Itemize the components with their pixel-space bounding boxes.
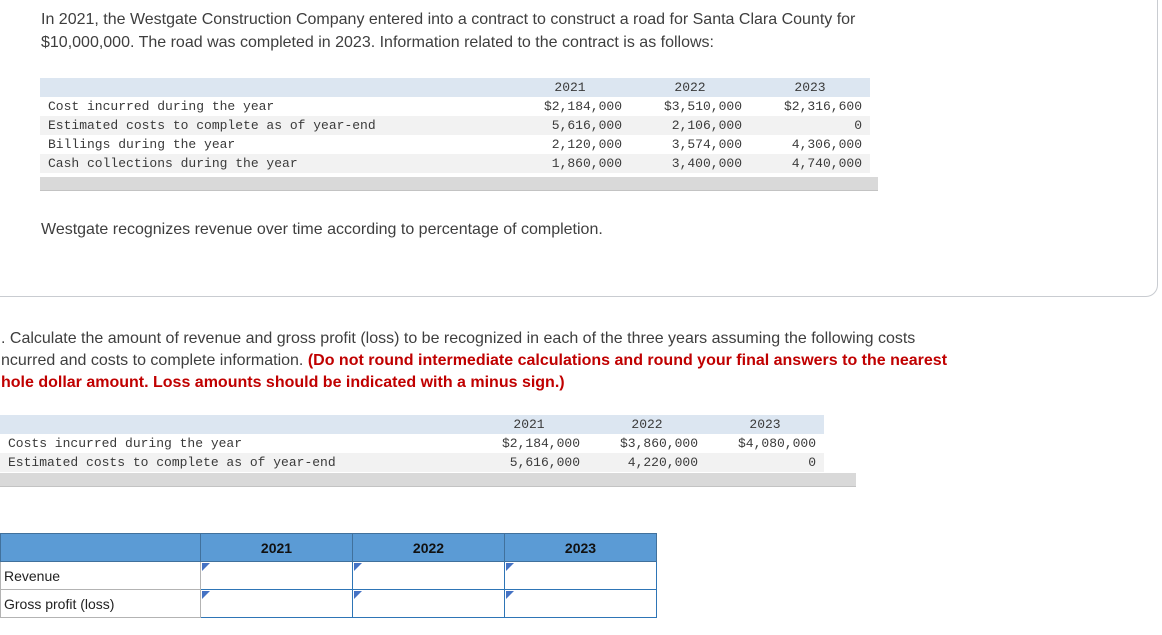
value-cell: 2,106,000 (671, 118, 742, 133)
cell-marker-icon (506, 591, 514, 599)
table-scrollbar[interactable] (0, 473, 856, 487)
question-line3: hole dollar amount. Loss amounts should … (1, 372, 947, 394)
value-cell: $2,184,000 (543, 99, 622, 114)
value-cell: $3,860,000 (619, 436, 698, 451)
value-cell: $3,510,000 (663, 99, 742, 114)
costs-info-table: 2021 2022 2023 Costs incurred during the… (0, 415, 824, 472)
value-cell: $2,184,000 (501, 436, 580, 451)
cell-marker-icon (202, 591, 210, 599)
question-line2: ncurred and costs to complete informatio… (1, 350, 947, 372)
cell-marker-icon (506, 563, 514, 571)
year-header-2021: 2021 (510, 78, 630, 97)
table-row: Costs incurred during the year $2,184,00… (0, 434, 824, 453)
answer-row-gross-profit: Gross profit (loss) (0, 589, 657, 618)
contract-info-table: 2021 2022 2023 Cost incurred during the … (40, 78, 870, 173)
question-text-normal: ncurred and costs to complete informatio… (1, 352, 308, 369)
value-cell: 0 (854, 118, 862, 133)
row-label: Cash collections during the year (48, 156, 298, 171)
value-cell: 4,740,000 (791, 156, 862, 171)
row-label: Cost incurred during the year (48, 99, 275, 114)
value-cell: 3,574,000 (671, 137, 742, 152)
question-text: . Calculate the amount of revenue and gr… (1, 328, 947, 394)
answer-cell[interactable] (352, 589, 505, 618)
value-cell: 1,860,000 (551, 156, 622, 171)
problem-statement-line1: In 2021, the Westgate Construction Compa… (41, 11, 856, 28)
empty-header-cell (40, 78, 510, 97)
question-text-emphasis: hole dollar amount. Loss amounts should … (1, 374, 565, 391)
contract-table-header-row: 2021 2022 2023 (40, 78, 870, 97)
question-line1: . Calculate the amount of revenue and gr… (1, 328, 947, 350)
value-cell: 0 (808, 455, 816, 470)
answer-cell[interactable] (200, 589, 353, 618)
gross-profit-2023-input[interactable] (505, 590, 656, 617)
cell-marker-icon (354, 563, 362, 571)
year-header-2022: 2022 (588, 415, 706, 434)
table-row: Cash collections during the year 1,860,0… (40, 154, 870, 173)
costs-table-header-row: 2021 2022 2023 (0, 415, 824, 434)
cell-marker-icon (202, 563, 210, 571)
table-scrollbar[interactable] (40, 177, 878, 191)
row-label: Estimated costs to complete as of year-e… (8, 455, 336, 470)
answer-header-row: 2021 2022 2023 (0, 533, 657, 562)
revenue-2021-input[interactable] (201, 562, 352, 589)
gross-profit-2021-input[interactable] (201, 590, 352, 617)
cell-marker-icon (354, 591, 362, 599)
year-header-2022: 2022 (630, 78, 750, 97)
problem-panel (0, 0, 1158, 297)
value-cell: 5,616,000 (509, 455, 580, 470)
revenue-2023-input[interactable] (505, 562, 656, 589)
row-label: Costs incurred during the year (8, 436, 243, 451)
value-cell: 4,306,000 (791, 137, 862, 152)
answer-header-corner (0, 533, 201, 562)
row-label: Estimated costs to complete as of year-e… (48, 118, 376, 133)
table-row: Cost incurred during the year $2,184,000… (40, 97, 870, 116)
value-cell: 5,616,000 (551, 118, 622, 133)
table-row: Estimated costs to complete as of year-e… (0, 453, 824, 472)
answer-cell[interactable] (504, 589, 657, 618)
answer-cell[interactable] (504, 561, 657, 590)
question-text-normal: . Calculate the amount of revenue and gr… (1, 330, 916, 347)
answer-year-header-2021: 2021 (200, 533, 353, 562)
answer-cell[interactable] (352, 561, 505, 590)
row-label: Billings during the year (48, 137, 236, 152)
value-cell: 3,400,000 (671, 156, 742, 171)
gross-profit-2022-input[interactable] (353, 590, 504, 617)
value-cell: 4,220,000 (627, 455, 698, 470)
answer-table: 2021 2022 2023 Revenue (0, 533, 657, 618)
year-header-2023: 2023 (706, 415, 824, 434)
problem-statement-line2: $10,000,000. The road was completed in 2… (41, 34, 714, 51)
revenue-recognition-note: Westgate recognizes revenue over time ac… (41, 221, 603, 238)
value-cell: $4,080,000 (737, 436, 816, 451)
answer-row-label: Revenue (0, 561, 201, 590)
value-cell: $2,316,600 (783, 99, 862, 114)
table-row: Billings during the year 2,120,000 3,574… (40, 135, 870, 154)
empty-header-cell (0, 415, 470, 434)
value-cell: 2,120,000 (551, 137, 622, 152)
year-header-2021: 2021 (470, 415, 588, 434)
answer-row-label: Gross profit (loss) (0, 589, 201, 618)
problem-statement: In 2021, the Westgate Construction Compa… (41, 8, 855, 54)
revenue-2022-input[interactable] (353, 562, 504, 589)
table-row: Estimated costs to complete as of year-e… (40, 116, 870, 135)
answer-year-header-2022: 2022 (352, 533, 505, 562)
answer-cell[interactable] (200, 561, 353, 590)
answer-row-revenue: Revenue (0, 561, 657, 590)
answer-year-header-2023: 2023 (504, 533, 657, 562)
year-header-2023: 2023 (750, 78, 870, 97)
question-text-emphasis: (Do not round intermediate calculations … (307, 352, 948, 369)
